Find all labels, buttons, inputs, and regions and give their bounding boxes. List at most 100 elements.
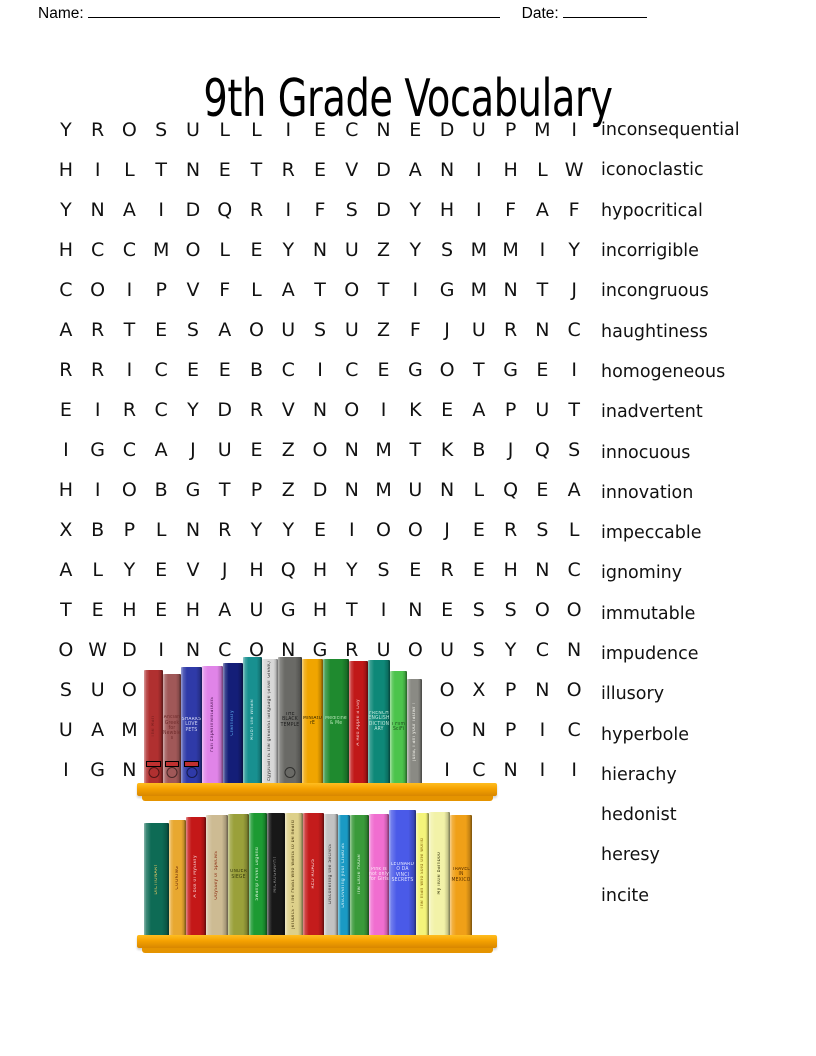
grid-cell[interactable]: S [345,198,358,221]
grid-cell[interactable]: R [345,638,359,661]
grid-cell[interactable]: J [507,438,514,461]
grid-cell[interactable]: A [567,478,581,501]
grid-cell[interactable]: H [503,158,518,181]
grid-cell[interactable]: L [473,478,485,501]
name-input-blank[interactable] [87,4,500,18]
grid-cell[interactable]: B [249,358,263,381]
grid-cell[interactable]: Z [377,318,391,341]
grid-cell[interactable]: W [88,638,108,661]
grid-cell[interactable]: R [218,518,232,541]
grid-cell[interactable]: N [344,438,359,461]
grid-cell[interactable]: T [568,398,580,421]
grid-cell[interactable]: Q [534,438,550,461]
grid-cell[interactable]: E [536,478,549,501]
grid-cell[interactable]: H [312,558,328,581]
grid-cell[interactable]: M [375,478,392,501]
grid-cell[interactable]: Z [281,478,295,501]
grid-cell[interactable]: O [121,478,137,501]
grid-cell[interactable]: F [568,198,580,221]
word-list-item[interactable]: heresy [601,845,660,866]
grid-cell[interactable]: C [472,758,486,781]
grid-cell[interactable]: S [59,678,72,701]
grid-cell[interactable]: T [250,158,263,181]
grid-cell[interactable]: X [59,518,73,541]
grid-cell[interactable]: K [409,398,422,421]
grid-cell[interactable]: U [281,318,296,341]
grid-cell[interactable]: I [539,238,546,261]
word-list-item[interactable]: hyperbole [601,724,689,745]
grid-cell[interactable]: K [440,438,454,461]
grid-cell[interactable]: O [344,278,360,301]
grid-cell[interactable]: M [121,718,138,741]
grid-cell[interactable]: C [345,118,359,141]
word-list-item[interactable]: incite [601,885,650,906]
grid-cell[interactable]: V [186,558,200,581]
grid-cell[interactable]: O [534,598,550,621]
grid-cell[interactable]: N [503,758,518,781]
grid-cell[interactable]: I [63,438,69,461]
grid-cell[interactable]: E [218,158,231,181]
grid-cell[interactable]: U [408,478,423,501]
grid-cell[interactable]: L [251,278,262,301]
grid-cell[interactable]: D [312,478,328,501]
grid-cell[interactable]: L [219,118,230,141]
grid-cell[interactable]: J [571,278,577,301]
grid-cell[interactable]: I [63,758,69,781]
grid-cell[interactable]: E [409,118,422,141]
grid-cell[interactable]: E [155,598,168,621]
grid-cell[interactable]: S [441,238,454,261]
grid-cell[interactable]: U [185,118,200,141]
grid-cell[interactable]: T [155,158,167,181]
grid-cell[interactable]: E [250,438,263,461]
grid-cell[interactable]: H [58,238,74,261]
grid-cell[interactable]: N [122,758,137,781]
grid-cell[interactable]: S [504,598,517,621]
grid-cell[interactable]: O [185,238,201,261]
date-input-blank[interactable] [562,4,647,18]
grid-cell[interactable]: A [535,198,549,221]
grid-cell[interactable]: S [155,118,168,141]
grid-cell[interactable]: L [92,558,103,581]
grid-cell[interactable]: L [251,118,262,141]
grid-cell[interactable]: L [537,158,548,181]
grid-cell[interactable]: S [313,318,327,341]
grid-cell[interactable]: H [249,558,264,581]
grid-cell[interactable]: R [504,318,518,341]
grid-cell[interactable]: M [470,238,488,261]
grid-cell[interactable]: C [218,638,232,661]
grid-cell[interactable]: B [154,478,168,501]
grid-cell[interactable]: G [407,358,423,381]
grid-cell[interactable]: I [285,118,292,141]
grid-cell[interactable]: B [91,518,105,541]
grid-cell[interactable]: A [472,398,486,421]
grid-cell[interactable]: T [314,278,326,301]
grid-cell[interactable]: O [439,358,455,381]
word-list-item[interactable]: illusory [601,684,665,705]
grid-cell[interactable]: E [218,358,231,381]
grid-cell[interactable]: R [249,198,264,221]
word-list-item[interactable]: impudence [601,644,699,664]
grid-cell[interactable]: E [472,518,485,541]
word-list-item[interactable]: inadvertent [601,402,703,423]
grid-cell[interactable]: J [221,558,228,581]
grid-cell[interactable]: C [567,318,581,341]
word-list-item[interactable]: incongruous [601,281,709,302]
grid-cell[interactable]: I [158,638,164,661]
word-list-item[interactable]: impeccable [601,523,702,544]
grid-cell[interactable]: E [250,238,263,261]
grid-cell[interactable]: H [439,198,455,221]
grid-cell[interactable]: I [412,278,419,301]
grid-cell[interactable]: V [345,158,359,181]
grid-cell[interactable]: I [380,398,387,421]
grid-cell[interactable]: R [249,398,264,421]
grid-cell[interactable]: H [503,558,518,581]
grid-cell[interactable]: G [503,358,518,381]
grid-cell[interactable]: D [122,638,137,661]
grid-cell[interactable]: G [312,638,328,661]
word-list-item[interactable]: hedonist [601,805,677,826]
grid-cell[interactable]: C [122,238,137,261]
grid-cell[interactable]: S [568,438,581,461]
grid-cell[interactable]: Y [123,558,136,581]
grid-cell[interactable]: A [218,598,232,621]
grid-cell[interactable]: I [94,158,101,181]
